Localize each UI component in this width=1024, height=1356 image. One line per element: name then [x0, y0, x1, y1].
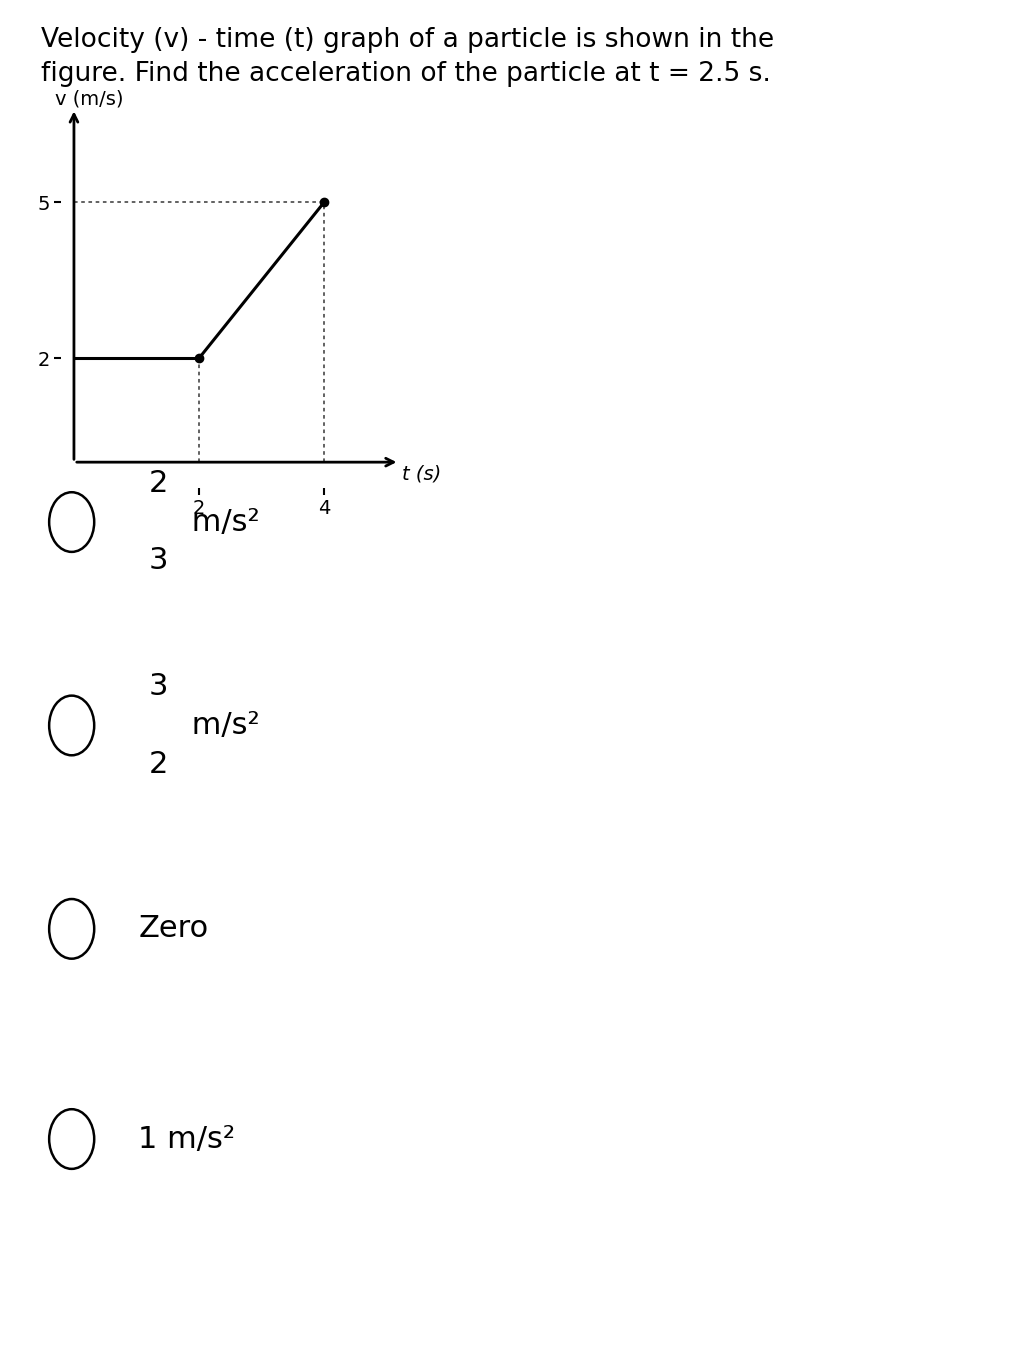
Text: figure. Find the acceleration of the particle at t = 2.5 s.: figure. Find the acceleration of the par… [41, 61, 771, 87]
Text: 2: 2 [148, 469, 168, 498]
Text: m/s²: m/s² [182, 711, 260, 740]
Text: 1 m/s²: 1 m/s² [138, 1124, 236, 1154]
Text: Velocity (v) - time (t) graph of a particle is shown in the: Velocity (v) - time (t) graph of a parti… [41, 27, 774, 53]
Text: 3: 3 [148, 546, 168, 575]
Text: v (m/s): v (m/s) [55, 89, 124, 108]
Text: Zero: Zero [138, 914, 208, 944]
Text: m/s²: m/s² [182, 507, 260, 537]
Text: t (s): t (s) [402, 465, 441, 484]
Text: 3: 3 [148, 673, 168, 701]
Text: 2: 2 [148, 750, 168, 778]
